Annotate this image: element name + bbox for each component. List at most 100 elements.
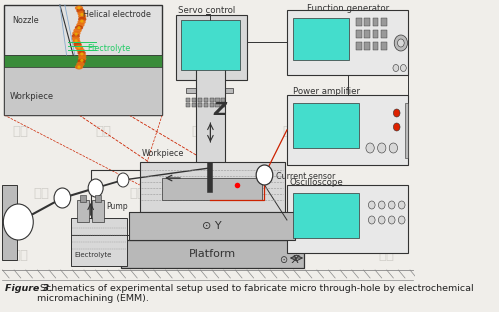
Text: Schematics of experimental setup used to fabricate micro through-hole by electro: Schematics of experimental setup used to… [36, 284, 473, 303]
Bar [221, 98, 226, 101]
Bar [186, 98, 191, 101]
Text: Servo control: Servo control [178, 6, 235, 15]
Ellipse shape [76, 8, 85, 13]
Bar [356, 42, 362, 50]
Text: 测试: 测试 [96, 249, 112, 262]
Text: Helical electrode: Helical electrode [83, 10, 151, 19]
Bar [176, 15, 247, 80]
Ellipse shape [73, 42, 82, 47]
Bar [181, 20, 240, 70]
Text: Power amplifier: Power amplifier [293, 87, 360, 96]
Bar [197, 80, 222, 88]
Text: Workpiece: Workpiece [10, 92, 54, 101]
Bar [356, 18, 362, 26]
Text: Function generator: Function generator [306, 4, 389, 13]
Bar [121, 240, 303, 268]
Text: Z: Z [213, 101, 226, 119]
Bar [221, 103, 226, 106]
Bar [364, 18, 370, 26]
Text: 测试: 测试 [13, 249, 29, 262]
Bar [140, 162, 285, 212]
Circle shape [388, 216, 395, 224]
Ellipse shape [77, 51, 86, 56]
Ellipse shape [78, 53, 86, 58]
Circle shape [394, 35, 408, 51]
Ellipse shape [71, 37, 80, 41]
Text: 测试: 测试 [129, 187, 145, 200]
Bar [373, 18, 378, 26]
Ellipse shape [80, 20, 83, 22]
Bar [80, 195, 86, 202]
Text: Electrolyte: Electrolyte [75, 252, 112, 258]
Bar [293, 103, 359, 148]
Bar [2, 185, 17, 260]
Circle shape [366, 143, 374, 153]
Bar [373, 30, 378, 38]
Ellipse shape [74, 39, 78, 42]
Circle shape [378, 201, 385, 209]
Ellipse shape [75, 6, 83, 11]
Ellipse shape [73, 28, 82, 33]
Bar [287, 95, 408, 165]
Ellipse shape [75, 25, 83, 30]
Circle shape [389, 143, 398, 153]
Bar [381, 18, 387, 26]
Circle shape [400, 65, 406, 71]
Ellipse shape [76, 62, 85, 67]
Circle shape [393, 109, 400, 117]
Circle shape [378, 216, 385, 224]
Text: 测试: 测试 [378, 124, 394, 138]
Ellipse shape [80, 59, 83, 62]
Bar [364, 30, 370, 38]
Text: Figure 3.: Figure 3. [5, 284, 53, 293]
Bar [287, 185, 408, 253]
Circle shape [398, 39, 404, 47]
Text: Platform: Platform [189, 249, 236, 259]
Bar [210, 98, 214, 101]
Ellipse shape [74, 33, 78, 36]
Circle shape [398, 201, 405, 209]
Text: 测试: 测试 [33, 62, 49, 75]
Circle shape [378, 143, 386, 153]
Bar [198, 98, 202, 101]
Text: 测试: 测试 [282, 249, 298, 262]
Text: Nozzle: Nozzle [12, 16, 39, 25]
Text: 测试: 测试 [191, 249, 207, 262]
Text: 测试: 测试 [13, 124, 29, 138]
Bar [204, 103, 208, 106]
Ellipse shape [78, 56, 86, 61]
Text: 测试: 测试 [378, 249, 394, 262]
Bar [192, 103, 196, 106]
Bar [216, 103, 220, 106]
Ellipse shape [77, 66, 81, 69]
Text: X: X [291, 255, 299, 265]
Text: Pump: Pump [106, 202, 128, 211]
Text: 测试: 测试 [229, 62, 245, 75]
Circle shape [393, 123, 400, 131]
Bar [293, 18, 349, 60]
Bar [95, 195, 101, 202]
Bar [207, 162, 212, 192]
Bar [4, 55, 162, 115]
Bar [196, 50, 226, 195]
Text: 测试: 测试 [282, 124, 298, 138]
Bar [216, 98, 220, 101]
Ellipse shape [72, 39, 80, 44]
Bar [198, 103, 202, 106]
Ellipse shape [80, 13, 83, 16]
Bar [373, 42, 378, 50]
Bar [204, 98, 208, 101]
Text: 测试: 测试 [96, 124, 112, 138]
Text: 测试: 测试 [324, 187, 340, 200]
Ellipse shape [75, 45, 83, 50]
Bar [4, 55, 162, 67]
Bar [364, 42, 370, 50]
Circle shape [3, 204, 33, 240]
Bar [210, 103, 214, 106]
Bar [162, 178, 262, 200]
Circle shape [398, 216, 405, 224]
Ellipse shape [72, 31, 80, 36]
Circle shape [388, 201, 395, 209]
Text: 测试: 测试 [191, 124, 207, 138]
Bar [293, 193, 359, 238]
